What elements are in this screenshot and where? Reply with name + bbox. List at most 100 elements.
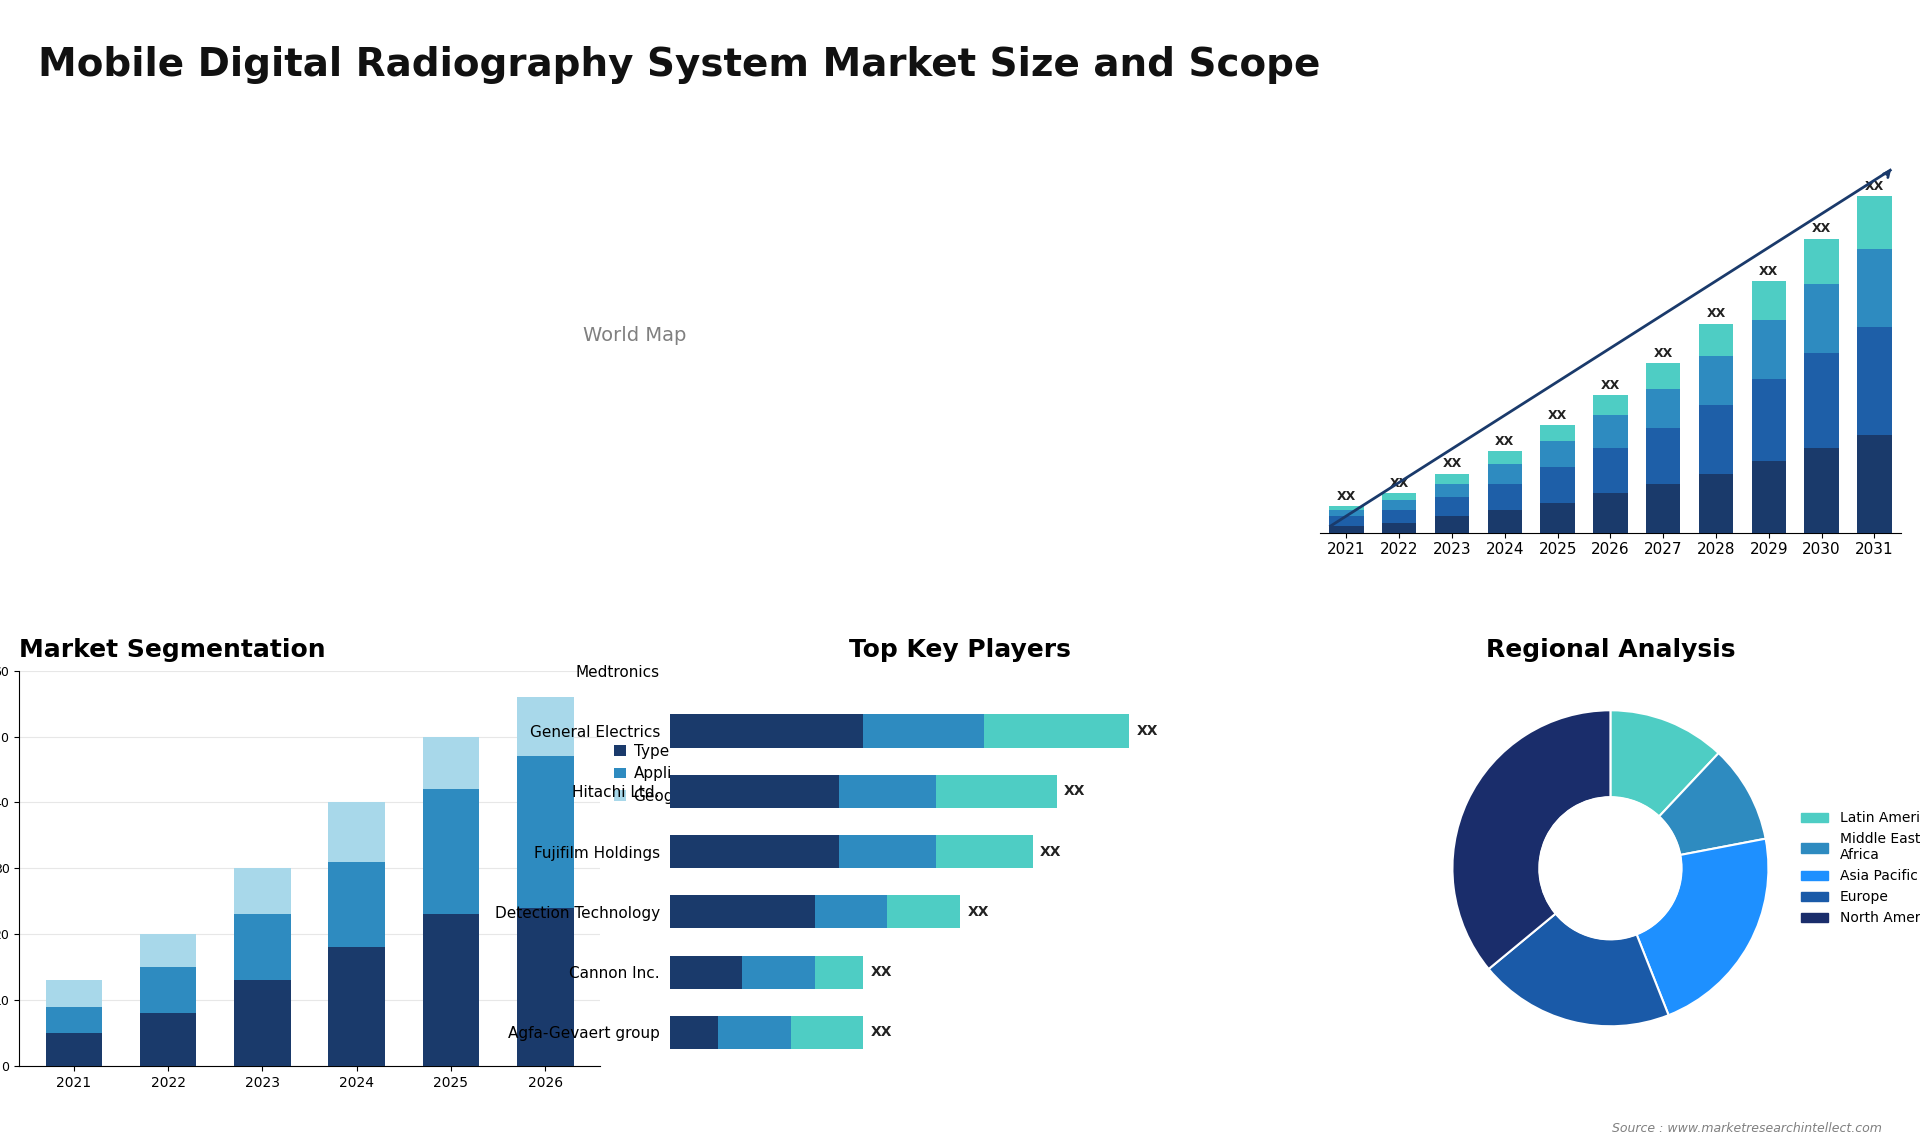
Circle shape bbox=[1540, 798, 1682, 940]
Bar bbox=[670, 956, 743, 989]
Title: Top Key Players: Top Key Players bbox=[849, 638, 1071, 662]
Wedge shape bbox=[1611, 711, 1718, 816]
Bar bbox=[1540, 503, 1574, 533]
Bar bbox=[328, 802, 386, 862]
Text: XX: XX bbox=[1864, 180, 1884, 193]
Text: World Map: World Map bbox=[584, 325, 687, 345]
Bar bbox=[1805, 238, 1839, 284]
Bar bbox=[1329, 510, 1363, 516]
Text: XX: XX bbox=[1336, 490, 1356, 503]
Bar bbox=[839, 775, 935, 808]
Title: Regional Analysis: Regional Analysis bbox=[1486, 638, 1736, 662]
Bar bbox=[1488, 510, 1523, 533]
Bar bbox=[1540, 425, 1574, 441]
Bar bbox=[985, 714, 1129, 747]
Text: XX: XX bbox=[1064, 784, 1085, 799]
Text: XX: XX bbox=[1653, 346, 1672, 360]
Bar bbox=[814, 956, 864, 989]
Bar bbox=[1540, 441, 1574, 468]
Bar bbox=[1382, 493, 1417, 500]
Bar bbox=[743, 956, 814, 989]
Text: Source : www.marketresearchintellect.com: Source : www.marketresearchintellect.com bbox=[1611, 1122, 1882, 1135]
Bar bbox=[1857, 249, 1891, 327]
Text: XX: XX bbox=[870, 1026, 893, 1039]
Text: XX: XX bbox=[1496, 434, 1515, 448]
Bar bbox=[670, 895, 814, 928]
Bar bbox=[1805, 448, 1839, 533]
Bar bbox=[1805, 284, 1839, 353]
Bar bbox=[1699, 356, 1734, 406]
Bar bbox=[234, 980, 290, 1066]
Bar bbox=[1594, 395, 1628, 415]
Bar bbox=[1488, 464, 1523, 484]
Bar bbox=[1434, 473, 1469, 484]
Bar bbox=[1857, 434, 1891, 533]
Bar bbox=[1751, 461, 1786, 533]
Bar bbox=[422, 790, 480, 915]
Text: Mobile Digital Radiography System Market Size and Scope: Mobile Digital Radiography System Market… bbox=[38, 46, 1321, 84]
Bar bbox=[1329, 526, 1363, 533]
Bar bbox=[670, 775, 839, 808]
Text: XX: XX bbox=[1390, 477, 1409, 490]
Bar bbox=[46, 980, 102, 1006]
Bar bbox=[516, 756, 574, 908]
Bar bbox=[1329, 507, 1363, 510]
Bar bbox=[1751, 281, 1786, 321]
Text: RESEARCH: RESEARCH bbox=[1732, 70, 1789, 79]
Bar bbox=[718, 1015, 791, 1049]
Text: XX: XX bbox=[968, 905, 989, 919]
Bar bbox=[887, 895, 960, 928]
Bar bbox=[1594, 415, 1628, 448]
Bar bbox=[234, 869, 290, 915]
Text: XX: XX bbox=[1548, 408, 1567, 422]
Text: XX: XX bbox=[1442, 457, 1461, 471]
Polygon shape bbox=[1634, 40, 1672, 109]
Bar bbox=[1434, 484, 1469, 496]
Text: INTELLECT: INTELLECT bbox=[1732, 93, 1789, 102]
Legend: Type, Application, Geography: Type, Application, Geography bbox=[607, 738, 726, 810]
Bar bbox=[1751, 379, 1786, 461]
Bar bbox=[1434, 516, 1469, 533]
Bar bbox=[1645, 388, 1680, 429]
Wedge shape bbox=[1659, 753, 1766, 855]
Text: XX: XX bbox=[870, 965, 893, 979]
Polygon shape bbox=[1653, 40, 1692, 109]
Bar bbox=[140, 934, 196, 967]
Text: XX: XX bbox=[1759, 265, 1778, 277]
Bar bbox=[516, 908, 574, 1066]
Bar bbox=[1382, 500, 1417, 510]
Bar bbox=[839, 835, 935, 869]
Bar bbox=[234, 915, 290, 980]
Bar bbox=[1857, 196, 1891, 249]
Bar bbox=[1594, 493, 1628, 533]
Text: XX: XX bbox=[1041, 845, 1062, 858]
Bar bbox=[1540, 468, 1574, 503]
Bar bbox=[422, 737, 480, 790]
Bar bbox=[1488, 484, 1523, 510]
Wedge shape bbox=[1636, 839, 1768, 1015]
Text: XX: XX bbox=[1601, 379, 1620, 392]
Bar bbox=[516, 697, 574, 756]
Bar bbox=[1751, 321, 1786, 379]
Wedge shape bbox=[1452, 711, 1611, 970]
Bar bbox=[814, 895, 887, 928]
Legend: Latin America, Middle East &
Africa, Asia Pacific, Europe, North America: Latin America, Middle East & Africa, Asi… bbox=[1795, 806, 1920, 931]
Bar bbox=[1645, 429, 1680, 484]
Text: XX: XX bbox=[1137, 724, 1158, 738]
Bar bbox=[140, 1013, 196, 1066]
Bar bbox=[422, 915, 480, 1066]
Bar bbox=[670, 1015, 718, 1049]
Bar bbox=[328, 948, 386, 1066]
Bar bbox=[1594, 448, 1628, 493]
Text: XX: XX bbox=[1707, 307, 1726, 321]
Bar bbox=[140, 967, 196, 1013]
Bar bbox=[1434, 496, 1469, 516]
Wedge shape bbox=[1488, 913, 1668, 1027]
Bar bbox=[670, 835, 839, 869]
Bar bbox=[1645, 363, 1680, 388]
Bar bbox=[1699, 406, 1734, 473]
Text: XX: XX bbox=[1812, 222, 1832, 235]
Text: Market Segmentation: Market Segmentation bbox=[19, 638, 326, 662]
Bar bbox=[1699, 323, 1734, 356]
Bar bbox=[791, 1015, 864, 1049]
